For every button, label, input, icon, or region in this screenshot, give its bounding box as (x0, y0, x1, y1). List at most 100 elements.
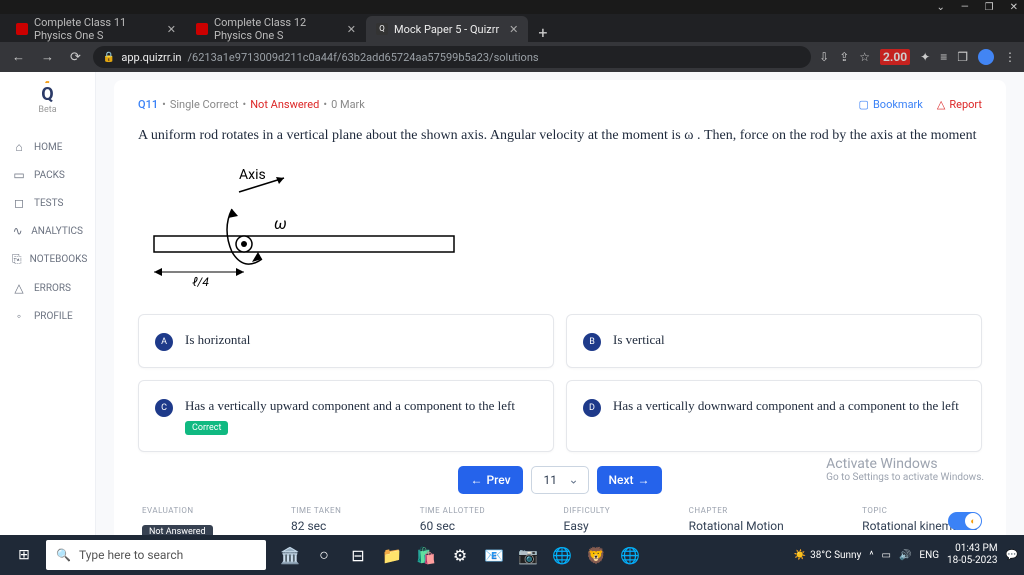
start-button[interactable]: ⊞ (6, 539, 42, 571)
question-meta: Q11 • Single Correct • Not Answered • 0 … (138, 98, 365, 111)
star-icon[interactable]: ☆ (859, 50, 870, 64)
menu-icon[interactable]: ⋮ (1004, 50, 1016, 64)
option-c[interactable]: C Has a vertically upward component and … (138, 380, 554, 452)
close-icon[interactable]: ✕ (509, 23, 518, 36)
question-number: Q11 (138, 98, 158, 111)
svg-text:Axis: Axis (239, 167, 266, 183)
minimize-icon[interactable]: — (961, 2, 969, 13)
toolbar-right: ⇩ ⇪ ☆ 2.00 ✦ ≡ ❐ ⋮ (819, 49, 1016, 65)
question-type: Single Correct (170, 98, 239, 111)
option-d[interactable]: D Has a vertically downward component an… (566, 380, 982, 452)
profile-icon[interactable] (978, 49, 994, 65)
bookmark-button[interactable]: ▢Bookmark (859, 98, 923, 111)
close-icon[interactable]: ✕ (167, 23, 176, 36)
camera-icon[interactable]: 📷 (512, 539, 544, 571)
page-select[interactable]: 11 (531, 466, 589, 494)
meta-value: 60 sec (420, 519, 485, 533)
prev-button[interactable]: ← Prev (458, 466, 522, 494)
report-label: Report (949, 98, 982, 111)
chrome-icon[interactable]: 🌐 (546, 539, 578, 571)
notifications-icon[interactable]: 💬 (1006, 550, 1018, 561)
tab-physics-11[interactable]: Complete Class 11 Physics One S ✕ (6, 16, 186, 42)
browser-tabs: Complete Class 11 Physics One S ✕ Comple… (0, 14, 1024, 42)
app-icon[interactable]: 🏛️ (274, 539, 306, 571)
home-icon: ⌂ (12, 140, 26, 154)
pagination: ← Prev 11 Next → (138, 466, 982, 494)
window-icon[interactable]: ❐ (957, 50, 968, 64)
next-label: Next (609, 473, 634, 487)
packs-icon: ▭ (12, 168, 26, 182)
volume-icon[interactable]: 🔊 (899, 550, 911, 561)
share-icon[interactable]: ⇪ (839, 50, 849, 64)
question-card: Q11 • Single Correct • Not Answered • 0 … (114, 80, 1006, 535)
close-icon[interactable]: ✕ (1010, 2, 1018, 13)
close-icon[interactable]: ✕ (347, 23, 356, 36)
meta-label: TIME ALLOTTED (420, 506, 485, 515)
chevron-down-icon[interactable]: ⌄ (936, 2, 944, 13)
lock-icon: 🔒 (103, 52, 115, 63)
meta-value: 82 sec (291, 519, 341, 533)
report-icon: △ (937, 98, 945, 111)
meta-row: EVALUATION Not Answered TIME TAKEN 82 se… (138, 506, 982, 535)
tab-physics-12[interactable]: Complete Class 12 Physics One S ✕ (186, 16, 366, 42)
battery-icon[interactable]: ▭ (882, 550, 891, 561)
meta-label: EVALUATION (142, 506, 213, 515)
sidebar-item-notebooks[interactable]: ⎘NOTEBOOKS (0, 245, 95, 274)
sidebar-item-errors[interactable]: △ERRORS (0, 274, 95, 302)
app-root: Q Beta ⌂HOME ▭PACKS ◻TESTS ∿ANALYTICS ⎘N… (0, 72, 1024, 535)
puzzle-icon[interactable]: ✦ (920, 50, 930, 64)
meta-toggle[interactable]: ◐ (948, 512, 982, 530)
mail-icon[interactable]: 📧 (478, 539, 510, 571)
svg-text:ω: ω (274, 214, 287, 233)
cortana-icon[interactable]: ○ (308, 539, 340, 571)
sidebar-item-analytics[interactable]: ∿ANALYTICS (0, 217, 95, 245)
sidebar-item-home[interactable]: ⌂HOME (0, 133, 95, 161)
next-button[interactable]: Next → (597, 466, 662, 494)
explorer-icon[interactable]: 📁 (376, 539, 408, 571)
weather-text: 38°C Sunny (810, 550, 861, 561)
brave-icon[interactable]: 🦁 (580, 539, 612, 571)
install-icon[interactable]: ⇩ (819, 50, 829, 64)
meta-value: Easy (564, 519, 611, 533)
option-text: Has a vertically downward component and … (613, 397, 959, 415)
clock-date: 18-05-2023 (947, 555, 998, 567)
option-b[interactable]: B Is vertical (566, 314, 982, 368)
weather-widget[interactable]: ☀️38°C Sunny (794, 550, 862, 561)
reload-icon[interactable]: ⟳ (66, 50, 85, 65)
settings-icon[interactable]: ⚙ (444, 539, 476, 571)
sidebar-item-packs[interactable]: ▭PACKS (0, 161, 95, 189)
meta-label: TIME TAKEN (291, 506, 341, 515)
chrome2-icon[interactable]: 🌐 (614, 539, 646, 571)
language-indicator[interactable]: ENG (919, 550, 939, 561)
meta-time-allotted: TIME ALLOTTED 60 sec (420, 506, 485, 535)
maximize-icon[interactable]: ❐ (985, 2, 994, 13)
sidebar-item-profile[interactable]: ◦PROFILE (0, 302, 95, 330)
prev-label: Prev (486, 473, 510, 487)
report-button[interactable]: △ Report (937, 98, 982, 111)
profile-icon: ◦ (12, 309, 26, 323)
tray-chevron-icon[interactable]: ^ (869, 550, 873, 561)
forward-icon[interactable]: → (37, 49, 58, 65)
url-input[interactable]: 🔒 app.quizrr.in/6213a1e9713009d211c0a44f… (93, 46, 811, 68)
option-a[interactable]: A Is horizontal (138, 314, 554, 368)
store-icon[interactable]: 🛍️ (410, 539, 442, 571)
window-titlebar: ⌄ — ❐ ✕ (0, 0, 1024, 14)
meta-difficulty: DIFFICULTY Easy (564, 506, 611, 535)
option-badge: C (155, 399, 173, 417)
taskview-icon[interactable]: ⊟ (342, 539, 374, 571)
clock[interactable]: 01:43 PM 18-05-2023 (947, 543, 998, 567)
new-tab-button[interactable]: + (528, 23, 557, 42)
taskbar-search[interactable]: 🔍 Type here to search (46, 540, 266, 570)
youtube-icon (196, 23, 208, 35)
beta-label: Beta (0, 105, 95, 115)
system-tray: ☀️38°C Sunny ^ ▭ 🔊 ENG 01:43 PM 18-05-20… (794, 543, 1018, 567)
list-icon[interactable]: ≡ (940, 50, 947, 64)
sidebar-item-tests[interactable]: ◻TESTS (0, 189, 95, 217)
question-diagram: Axis ω ℓ/4 (144, 164, 464, 294)
logo[interactable]: Q Beta (0, 84, 95, 115)
tab-title: Mock Paper 5 - Quizrr (394, 23, 499, 36)
back-icon[interactable]: ← (8, 49, 29, 65)
tests-icon: ◻ (12, 196, 26, 210)
extension-badge[interactable]: 2.00 (880, 49, 910, 65)
tab-quizrr[interactable]: Q Mock Paper 5 - Quizrr ✕ (366, 16, 528, 42)
